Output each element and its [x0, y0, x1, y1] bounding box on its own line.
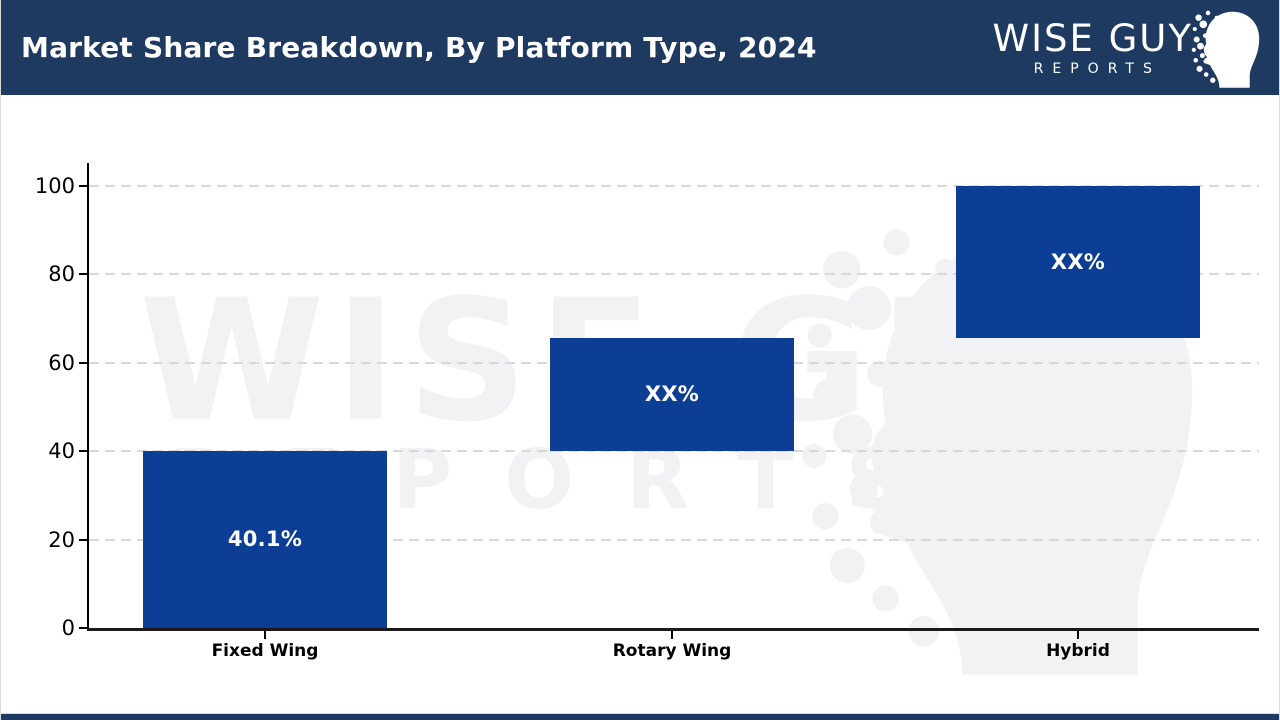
- y-tick-mark: [79, 361, 87, 364]
- bar-value-label: XX%: [1050, 250, 1106, 275]
- y-tick-mark: [79, 185, 87, 187]
- y-tick-label: 0: [61, 616, 75, 640]
- x-category-label: Hybrid: [1046, 641, 1110, 661]
- x-category-label: Fixed Wing: [211, 641, 319, 661]
- brand-logo: WISE GUY REPORTS: [993, 7, 1280, 89]
- bar-rotary-wing: XX%: [550, 338, 794, 451]
- y-tick-label: 80: [48, 262, 75, 287]
- brand-subtext: REPORTS: [1033, 60, 1161, 77]
- brand-wordmark: WISE GUY: [992, 16, 1193, 60]
- y-tick-mark: [79, 627, 87, 629]
- gridline: [89, 538, 1259, 541]
- y-tick-label: 40: [48, 439, 75, 464]
- bar-value-label: XX%: [644, 382, 700, 407]
- header-bar: Market Share Breakdown, By Platform Type…: [1, 0, 1280, 95]
- x-category-label: Rotary Wing: [612, 641, 732, 661]
- x-axis-line: [87, 628, 1259, 631]
- x-tick-mark: [671, 631, 673, 639]
- y-axis-line: [87, 163, 89, 630]
- brand-logo-text: WISE GUY REPORTS: [993, 20, 1193, 76]
- y-tick-mark: [79, 538, 87, 541]
- y-tick-label: 60: [48, 350, 75, 375]
- gridline: [89, 185, 1259, 187]
- footer-bar: [1, 713, 1279, 720]
- bar-hybrid: XX%: [956, 186, 1200, 339]
- x-tick-mark: [1077, 631, 1079, 639]
- y-tick-mark: [79, 450, 87, 453]
- bar-fixed-wing: 40.1%: [143, 450, 387, 628]
- x-tick-mark: [264, 631, 266, 639]
- y-tick-mark: [79, 273, 87, 276]
- y-tick-label: 100: [34, 174, 75, 198]
- chart-title: Market Share Breakdown, By Platform Type…: [21, 31, 817, 64]
- brand-face-icon: [1191, 7, 1263, 89]
- gridline: [89, 450, 1259, 453]
- gridline: [89, 273, 1259, 276]
- bar-value-label: 40.1%: [227, 527, 303, 552]
- y-tick-label: 20: [48, 527, 75, 552]
